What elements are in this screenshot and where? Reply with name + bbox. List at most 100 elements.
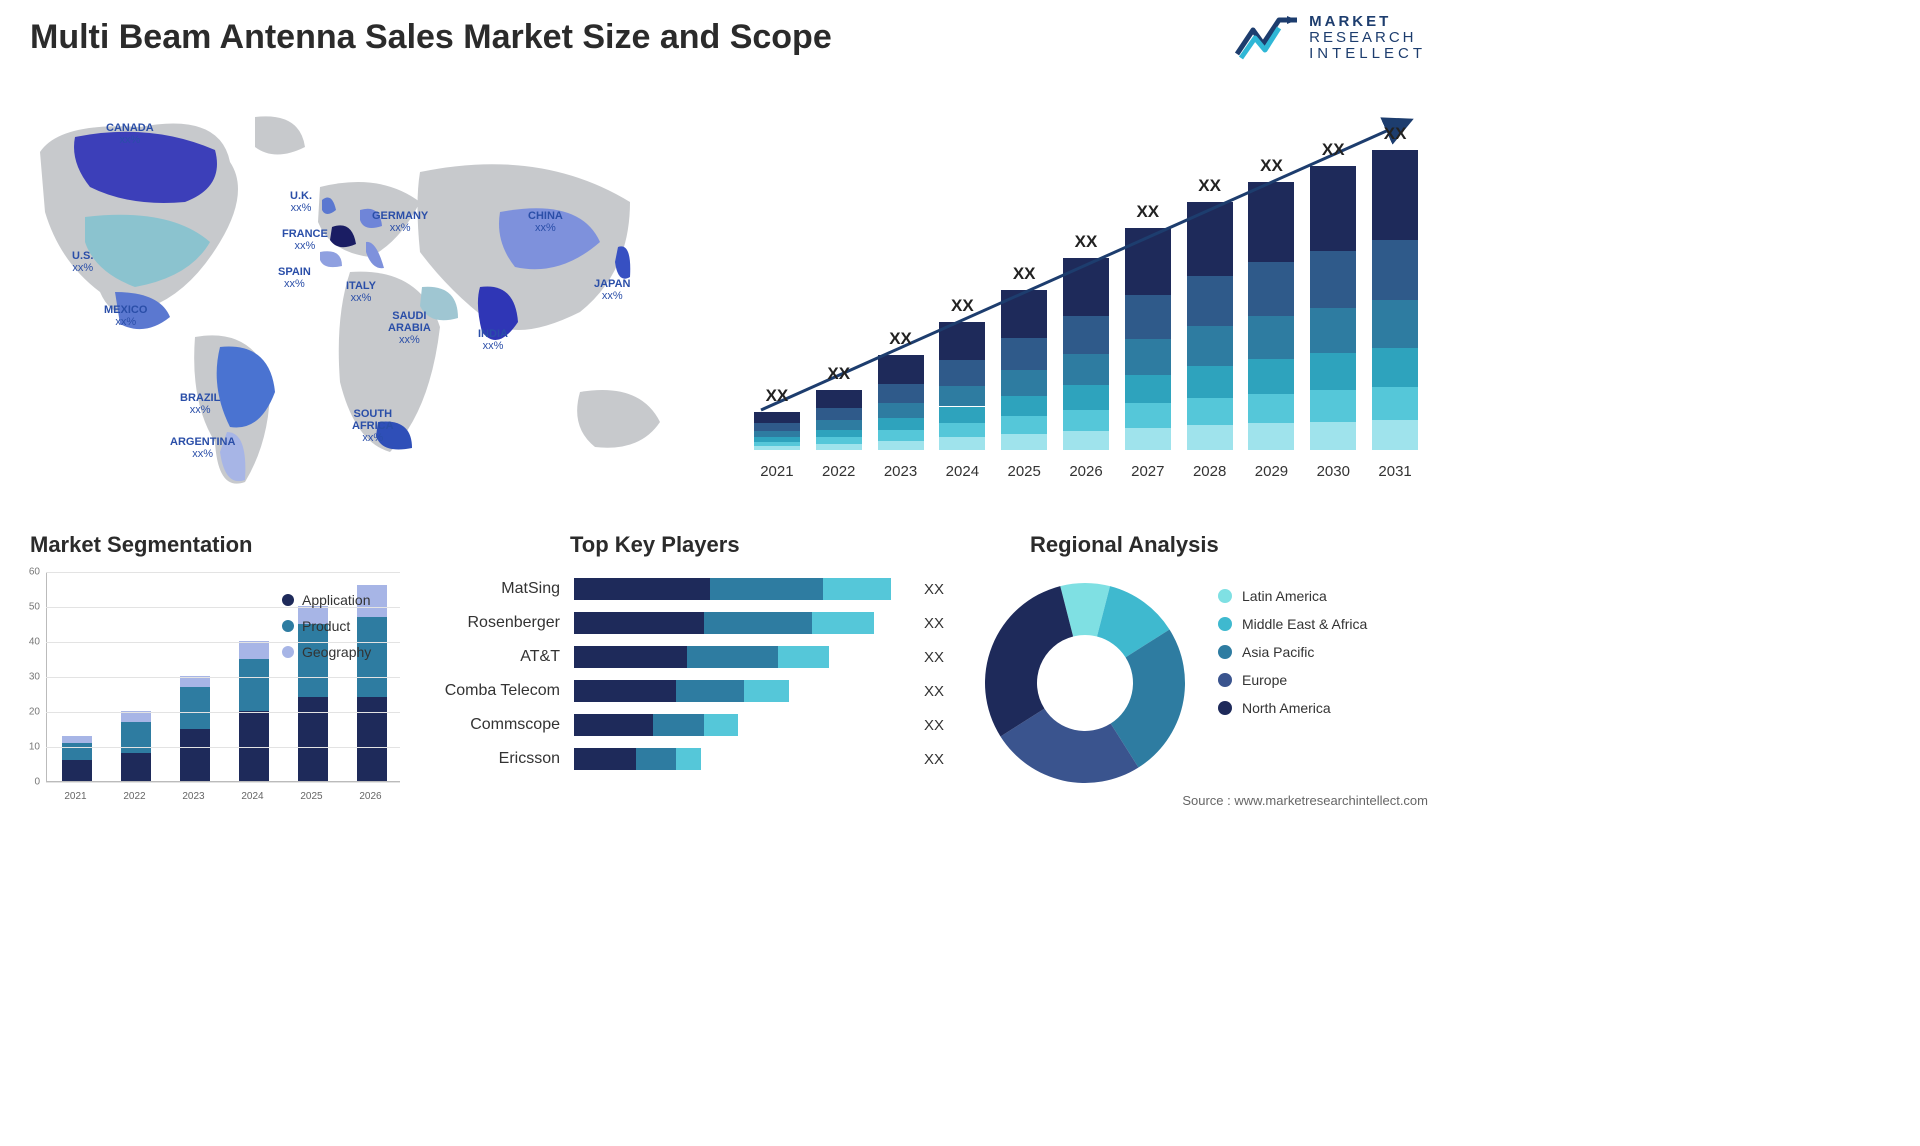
seg-xlabel: 2023 (173, 791, 215, 802)
map-label-spain: SPAINxx% (278, 266, 311, 290)
seg-ytick: 40 (18, 637, 40, 648)
player-row: Comba Telecom XX (434, 674, 944, 708)
main-value-label: XX (809, 364, 869, 384)
player-value: XX (924, 649, 944, 666)
map-label-canada: CANADAxx% (106, 122, 154, 146)
player-name: Ericsson (434, 750, 574, 768)
page-title: Multi Beam Antenna Sales Market Size and… (30, 18, 832, 57)
seg-bar-2022 (121, 711, 151, 781)
seg-gridline (46, 747, 400, 748)
player-bar (574, 612, 914, 634)
logo-mark-icon (1235, 14, 1299, 62)
seg-gridline (46, 677, 400, 678)
key-players-chart: MatSingXXRosenbergerXXAT&TXXComba Teleco… (434, 572, 944, 800)
seg-xlabel: 2022 (114, 791, 156, 802)
main-value-label: XX (871, 329, 931, 349)
seg-ytick: 60 (18, 567, 40, 578)
player-bar (574, 680, 914, 702)
donut-slice-north-america (985, 586, 1073, 736)
player-name: MatSing (434, 580, 574, 598)
market-size-chart: 2021202220232024202520262027202820292030… (746, 100, 1426, 480)
main-value-label: XX (1180, 176, 1240, 196)
main-xlabel: 2025 (994, 463, 1054, 480)
seg-legend-item: Geography (282, 644, 371, 660)
map-label-france: FRANCExx% (282, 228, 328, 252)
player-value: XX (924, 581, 944, 598)
player-name: Commscope (434, 716, 574, 734)
main-xlabel: 2021 (747, 463, 807, 480)
main-xlabel: 2026 (1056, 463, 1116, 480)
segmentation-title: Market Segmentation (30, 532, 253, 558)
main-xlabel: 2024 (932, 463, 992, 480)
seg-ytick: 0 (18, 777, 40, 788)
main-xlabel: 2029 (1241, 463, 1301, 480)
map-label-china: CHINAxx% (528, 210, 563, 234)
seg-ytick: 20 (18, 707, 40, 718)
main-xlabel: 2028 (1180, 463, 1240, 480)
player-bar (574, 748, 914, 770)
map-label-brazil: BRAZILxx% (180, 392, 220, 416)
main-xlabel: 2022 (809, 463, 869, 480)
regional-legend: Latin America Middle East & Africa Asia Pa… (1218, 576, 1367, 728)
players-title: Top Key Players (570, 532, 740, 558)
main-xlabel: 2023 (871, 463, 931, 480)
main-value-label: XX (1241, 156, 1301, 176)
main-value-label: XX (932, 296, 992, 316)
main-value-label: XX (1056, 232, 1116, 252)
map-label-mexico: MEXICOxx% (104, 304, 147, 328)
player-row: MatSing XX (434, 572, 944, 606)
player-bar (574, 578, 914, 600)
seg-xlabel: 2025 (291, 791, 333, 802)
player-bar (574, 714, 914, 736)
map-label-u-s-: U.S.xx% (72, 250, 93, 274)
seg-bar-2024 (239, 641, 269, 781)
map-label-japan: JAPANxx% (594, 278, 630, 302)
donut-legend-item: Europe (1218, 672, 1367, 688)
seg-gridline (46, 572, 400, 573)
regional-title: Regional Analysis (1030, 532, 1219, 558)
player-bar (574, 646, 914, 668)
map-label-saudi-arabia: SAUDIARABIAxx% (388, 310, 431, 346)
player-row: AT&T XX (434, 640, 944, 674)
player-name: Rosenberger (434, 614, 574, 632)
world-map: CANADAxx% U.S.xx% MEXICOxx% BRAZILxx% ARGENT… (20, 92, 700, 492)
seg-gridline (46, 782, 400, 783)
seg-legend-item: Product (282, 618, 371, 634)
player-value: XX (924, 683, 944, 700)
segmentation-legend: Application Product Geography (282, 582, 371, 670)
seg-bar-2021 (62, 736, 92, 782)
donut-legend-item: North America (1218, 700, 1367, 716)
seg-xlabel: 2024 (232, 791, 274, 802)
main-value-label: XX (1365, 124, 1425, 144)
map-region-spain (320, 251, 342, 267)
map-label-argentina: ARGENTINAxx% (170, 436, 235, 460)
main-value-label: XX (994, 264, 1054, 284)
player-value: XX (924, 717, 944, 734)
map-label-u-k-: U.K.xx% (290, 190, 312, 214)
player-value: XX (924, 615, 944, 632)
seg-ytick: 50 (18, 602, 40, 613)
donut-legend-item: Asia Pacific (1218, 644, 1367, 660)
main-xlabel: 2030 (1303, 463, 1363, 480)
main-value-label: XX (1118, 202, 1178, 222)
main-value-label: XX (1303, 140, 1363, 160)
map-label-germany: GERMANYxx% (372, 210, 428, 234)
main-xlabel: 2031 (1365, 463, 1425, 480)
seg-gridline (46, 712, 400, 713)
seg-ytick: 10 (18, 742, 40, 753)
player-value: XX (924, 751, 944, 768)
source-text: Source : www.marketresearchintellect.com (1182, 793, 1428, 808)
seg-ytick: 30 (18, 672, 40, 683)
main-value-label: XX (747, 386, 807, 406)
seg-legend-item: Application (282, 592, 371, 608)
player-name: AT&T (434, 648, 574, 666)
player-row: Commscope XX (434, 708, 944, 742)
donut-legend-item: Middle East & Africa (1218, 616, 1367, 632)
player-row: Ericsson XX (434, 742, 944, 776)
logo-text: MARKET RESEARCH INTELLECT (1309, 14, 1426, 61)
brand-logo: MARKET RESEARCH INTELLECT (1235, 14, 1426, 62)
main-xlabel: 2027 (1118, 463, 1178, 480)
player-name: Comba Telecom (434, 682, 574, 700)
donut-legend-item: Latin America (1218, 588, 1367, 604)
seg-xlabel: 2021 (55, 791, 97, 802)
